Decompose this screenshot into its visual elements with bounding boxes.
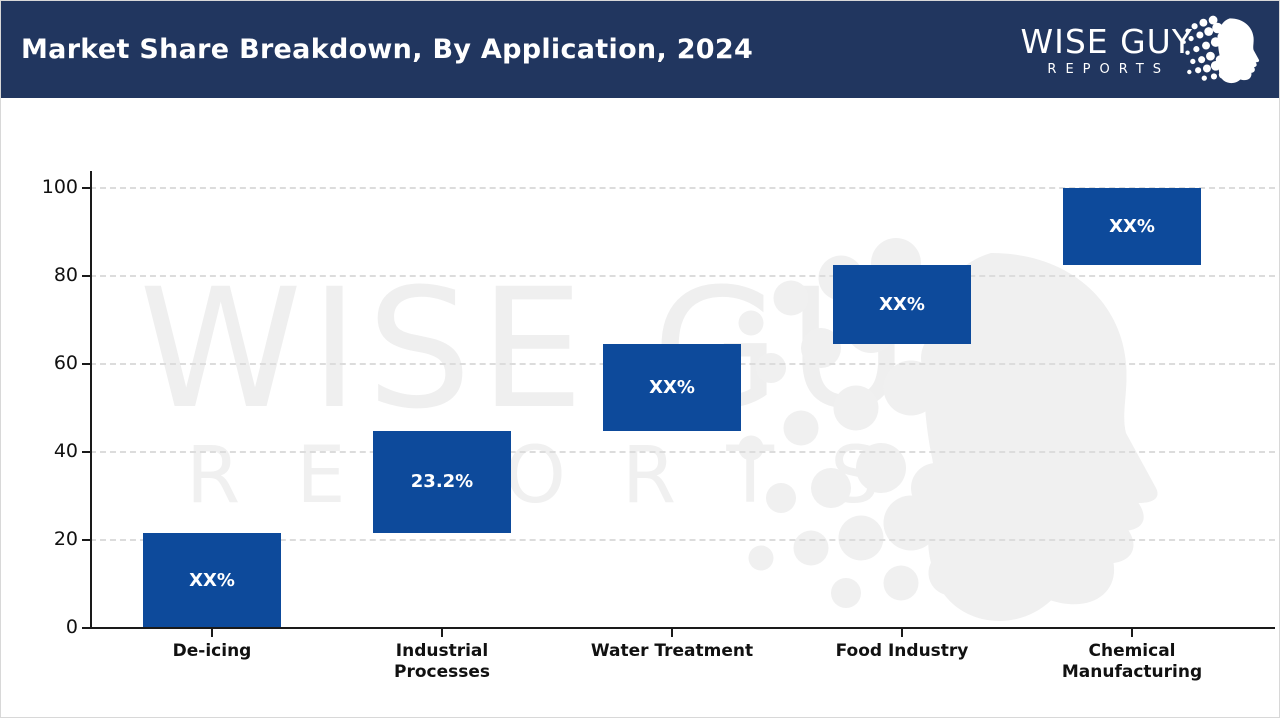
x-tick-label-4: Chemical Manufacturing bbox=[1061, 641, 1203, 683]
bar-value-label: XX% bbox=[879, 294, 925, 316]
x-tick-0 bbox=[211, 629, 213, 637]
wiseguy-logo: WISE GUY REPORTS bbox=[1020, 10, 1265, 90]
y-tick-label-100: 100 bbox=[41, 176, 78, 198]
x-tick-label-1: Industrial Processes bbox=[393, 641, 490, 683]
logo-text: WISE GUY REPORTS bbox=[1020, 22, 1193, 77]
bar-water-treatment: XX% bbox=[603, 344, 741, 431]
x-tick-label-0: De-icing bbox=[172, 641, 252, 661]
y-tick-40 bbox=[82, 451, 90, 453]
gridline-80 bbox=[90, 275, 1275, 277]
logo-subtext: REPORTS bbox=[1047, 62, 1171, 77]
x-tick-3 bbox=[901, 629, 903, 637]
y-tick-label-20: 20 bbox=[53, 528, 78, 550]
bar-chemical-manufacturing: XX% bbox=[1063, 188, 1201, 266]
header-bar: Market Share Breakdown, By Application, … bbox=[1, 1, 1279, 98]
page-title: Market Share Breakdown, By Application, … bbox=[21, 34, 754, 65]
y-tick-0 bbox=[82, 627, 90, 629]
y-axis-line bbox=[90, 171, 92, 629]
bar-value-label: XX% bbox=[189, 569, 235, 591]
bar-value-label: 23.2% bbox=[410, 471, 474, 493]
y-tick-80 bbox=[82, 275, 90, 277]
bar-value-label: XX% bbox=[649, 377, 695, 399]
bar-industrial-processes: 23.2% bbox=[373, 430, 511, 533]
gridline-20 bbox=[90, 539, 1275, 541]
y-tick-label-40: 40 bbox=[53, 440, 78, 462]
bar-de-icing: XX% bbox=[143, 532, 281, 628]
gridline-100 bbox=[90, 187, 1275, 189]
y-tick-20 bbox=[82, 539, 90, 541]
logo-name: WISE GUY bbox=[1020, 22, 1193, 61]
y-tick-100 bbox=[82, 187, 90, 189]
bar-value-label: XX% bbox=[1109, 216, 1155, 238]
y-tick-60 bbox=[82, 363, 90, 365]
y-tick-label-60: 60 bbox=[53, 352, 78, 374]
gridline-40 bbox=[90, 451, 1275, 453]
x-axis-line bbox=[90, 627, 1275, 629]
x-tick-1 bbox=[441, 629, 443, 637]
x-tick-label-2: Water Treatment bbox=[590, 641, 754, 661]
y-tick-label-0: 0 bbox=[65, 616, 78, 638]
x-tick-4 bbox=[1131, 629, 1133, 637]
x-tick-2 bbox=[671, 629, 673, 637]
bar-food-industry: XX% bbox=[833, 265, 971, 345]
y-tick-label-80: 80 bbox=[53, 264, 78, 286]
x-tick-label-3: Food Industry bbox=[835, 641, 969, 661]
